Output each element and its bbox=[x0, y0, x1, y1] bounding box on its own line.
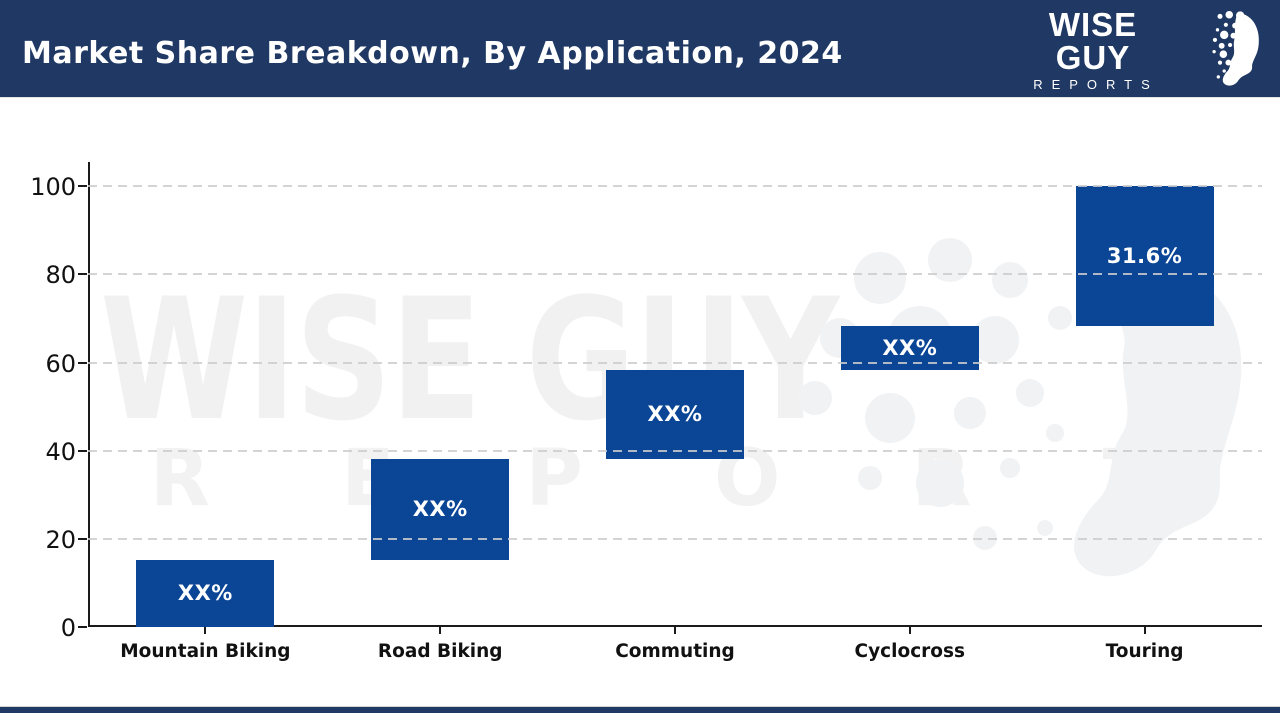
y-tick-label: 80 bbox=[45, 261, 76, 290]
y-tick-mark bbox=[78, 449, 87, 452]
x-tick-mark bbox=[674, 627, 676, 634]
footer-bar bbox=[0, 706, 1280, 713]
y-tick-mark bbox=[78, 185, 87, 188]
gridline bbox=[88, 537, 1262, 540]
brand-face-icon bbox=[1212, 10, 1259, 86]
bar-commuting: XX% bbox=[606, 369, 744, 459]
bar-value-label: XX% bbox=[177, 581, 233, 606]
header-bar: Market Share Breakdown, By Application, … bbox=[0, 0, 1280, 98]
x-tick-mark bbox=[908, 627, 911, 634]
x-tick-mark bbox=[1143, 627, 1146, 634]
y-tick-mark bbox=[78, 626, 87, 628]
chart-area: WISE GUY R E P O R T S 0 20 40 60 80 100 XX% Mo… bbox=[0, 98, 1280, 713]
y-tick-mark bbox=[78, 273, 87, 276]
x-tick-label: Touring bbox=[1105, 641, 1184, 662]
brand-text: WISE GUY REPORTS bbox=[1012, 8, 1174, 92]
y-tick-label: 100 bbox=[30, 173, 76, 202]
brand-subname: REPORTS bbox=[1033, 77, 1159, 92]
page-title: Market Share Breakdown, By Application, … bbox=[22, 36, 843, 71]
y-tick-label: 0 bbox=[60, 614, 76, 642]
bar-value-label: XX% bbox=[647, 402, 703, 427]
gridline bbox=[88, 449, 1262, 452]
x-tick-label: Road Biking bbox=[377, 641, 503, 662]
x-tick-label: Cyclocross bbox=[854, 641, 966, 662]
gridline bbox=[88, 361, 1262, 364]
x-tick-mark bbox=[204, 627, 207, 634]
y-tick-label: 40 bbox=[45, 437, 76, 466]
x-tick-label: Mountain Biking bbox=[120, 641, 291, 662]
gridline bbox=[88, 273, 1262, 276]
y-tick-label: 60 bbox=[45, 349, 76, 378]
bar-value-label: 31.6% bbox=[1106, 243, 1183, 268]
bar-road-biking: XX% bbox=[371, 458, 510, 560]
y-tick-label: 20 bbox=[45, 525, 76, 554]
brand-name: WISE GUY bbox=[1048, 6, 1138, 76]
bar-mountain-biking: XX% bbox=[136, 560, 275, 627]
x-tick-mark bbox=[439, 627, 442, 634]
y-tick-mark bbox=[78, 361, 87, 364]
plot-area bbox=[88, 162, 1262, 627]
bar-value-label: XX% bbox=[412, 497, 468, 522]
gridline bbox=[88, 185, 1262, 188]
y-tick-mark bbox=[78, 537, 87, 540]
bar-value-label: XX% bbox=[882, 335, 938, 360]
x-tick-label: Commuting bbox=[615, 641, 735, 662]
bar-touring: 31.6% bbox=[1075, 186, 1214, 326]
brand-logo: WISE GUY REPORTS bbox=[1012, 8, 1262, 92]
